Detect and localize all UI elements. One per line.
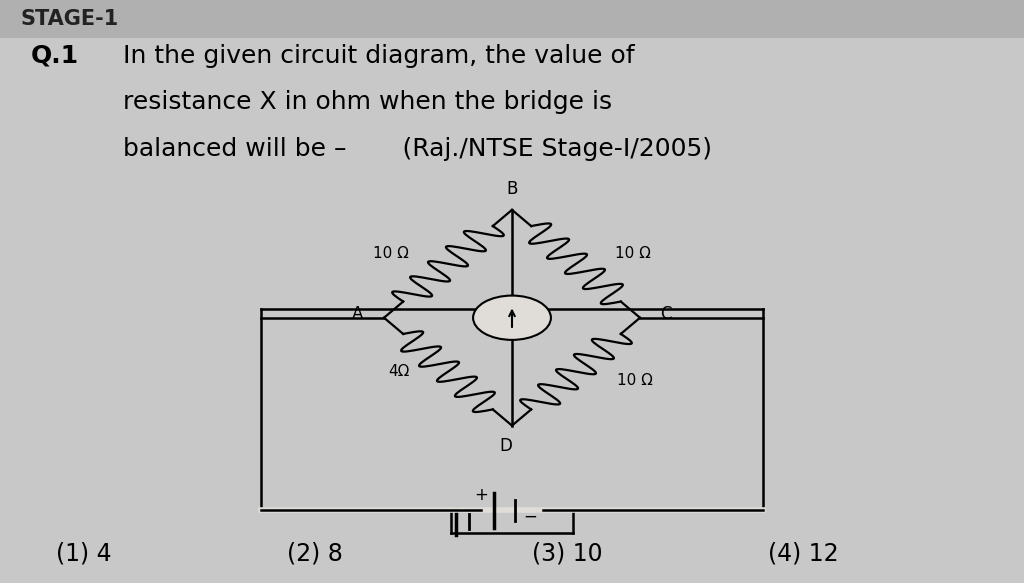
Text: 4Ω: 4Ω [388,364,410,379]
Text: A: A [352,305,364,323]
Text: (3) 10: (3) 10 [532,542,603,566]
Text: C: C [660,305,672,323]
Text: 10 Ω: 10 Ω [373,246,410,261]
Text: balanced will be –       (Raj./NTSE Stage-I/2005): balanced will be – (Raj./NTSE Stage-I/20… [123,137,712,161]
Text: +: + [474,486,488,504]
FancyBboxPatch shape [0,0,1024,38]
Text: In the given circuit diagram, the value of: In the given circuit diagram, the value … [123,44,635,68]
Text: (1) 4: (1) 4 [56,542,112,566]
Text: 10 Ω: 10 Ω [616,373,653,388]
Text: STAGE-1: STAGE-1 [20,9,119,29]
Text: D: D [500,437,512,455]
Text: resistance X in ohm when the bridge is: resistance X in ohm when the bridge is [123,90,612,114]
Text: 10 Ω: 10 Ω [614,246,651,261]
Text: (4) 12: (4) 12 [768,542,839,566]
Text: B: B [506,180,518,198]
Circle shape [473,296,551,340]
Text: −: − [523,508,538,526]
Text: (2) 8: (2) 8 [287,542,343,566]
Text: Q.1: Q.1 [31,44,79,68]
